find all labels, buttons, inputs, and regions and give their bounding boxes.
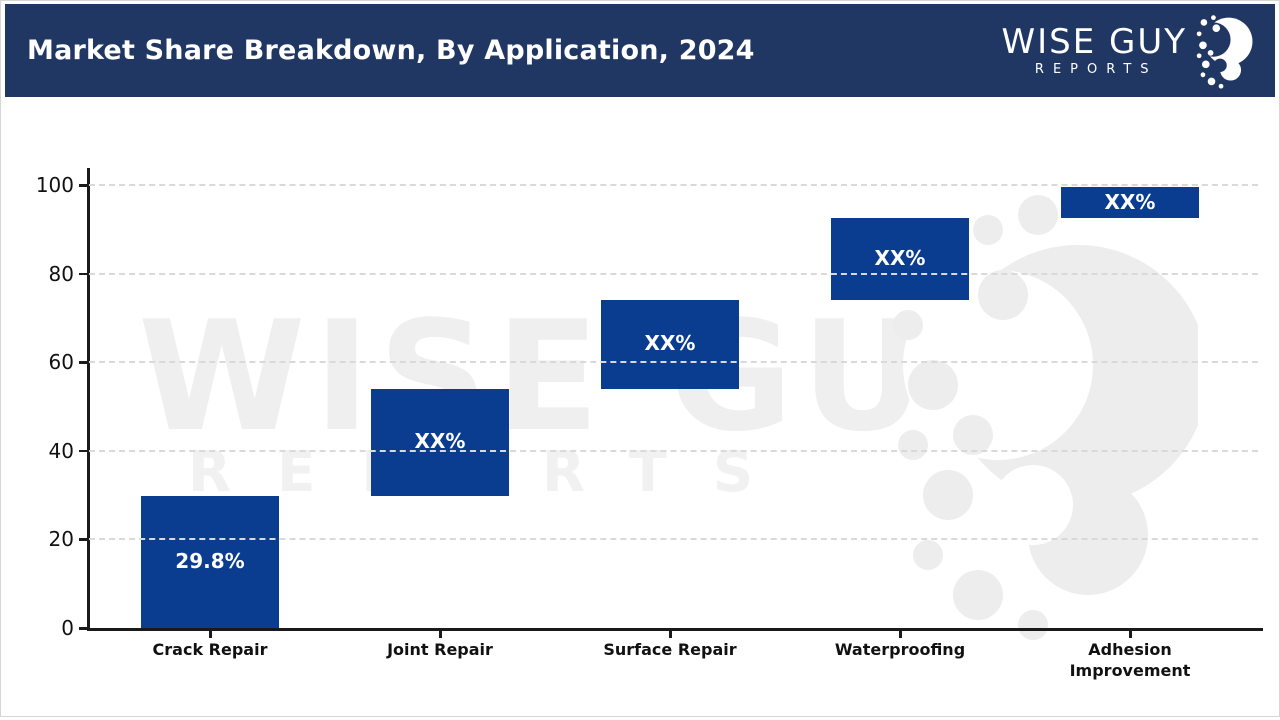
- x-tick-3: [899, 630, 902, 638]
- x-tick-label-3: Waterproofing: [834, 640, 966, 659]
- y-tick-0: [79, 627, 88, 630]
- x-tick-label-1: Joint Repair: [387, 640, 493, 659]
- gridline-y-100: [89, 184, 1258, 186]
- y-tick-label-40: 40: [48, 438, 74, 463]
- bar-value-label: 29.8%: [175, 548, 245, 573]
- watermark-text-line1: WISE GUY: [138, 288, 1051, 465]
- x-tick-2: [669, 630, 672, 638]
- y-tick-label-20: 20: [48, 527, 74, 552]
- x-tick-label-4: Adhesion Improvement: [1069, 640, 1191, 681]
- y-tick-100: [79, 184, 88, 187]
- bar-segment: [1061, 187, 1199, 219]
- bar-segment: [601, 300, 739, 389]
- gridline-y-80: [89, 272, 1258, 275]
- logo-wordmark: WISE GUY REPORTS: [1001, 25, 1187, 77]
- bar-value-label: XX%: [644, 331, 696, 356]
- y-tick-40: [79, 449, 88, 453]
- bar-segment: [141, 495, 279, 628]
- gridline-y-40: [89, 449, 1258, 452]
- gridline-y-20: [89, 538, 1258, 541]
- x-tick-label-2: Surface Repair: [603, 640, 737, 659]
- y-tick-label-0: 0: [61, 616, 74, 640]
- y-tick-label-100: 100: [35, 173, 74, 197]
- bar-value-label: XX%: [1104, 189, 1156, 214]
- header: Market Share Breakdown, By Application, …: [5, 4, 1275, 97]
- y-tick-60: [79, 361, 88, 364]
- x-tick-label-0: Crack Repair: [152, 640, 268, 659]
- x-axis-line: [87, 628, 1263, 631]
- logo-face-icon: [1196, 14, 1253, 89]
- y-axis-line: [87, 168, 90, 630]
- bar-value-label: XX%: [874, 246, 926, 271]
- wiseguy-logo: WISE GUY REPORTS: [1001, 11, 1253, 91]
- x-tick-1: [439, 630, 442, 638]
- y-tick-20: [79, 538, 88, 541]
- chart-title: Market Share Breakdown, By Application, …: [27, 35, 755, 66]
- logo-subtext: REPORTS: [1034, 61, 1158, 77]
- bar-segment: [371, 388, 509, 496]
- x-tick-0: [209, 630, 212, 638]
- y-tick-label-60: 60: [48, 350, 74, 375]
- x-tick-4: [1129, 630, 1132, 638]
- logo-name: WISE GUY: [1001, 21, 1187, 62]
- gridline-y-60: [89, 361, 1258, 364]
- y-tick-80: [79, 272, 88, 276]
- bar-segment: [831, 218, 969, 301]
- y-tick-label-80: 80: [48, 261, 74, 286]
- bar-value-label: XX%: [414, 429, 466, 454]
